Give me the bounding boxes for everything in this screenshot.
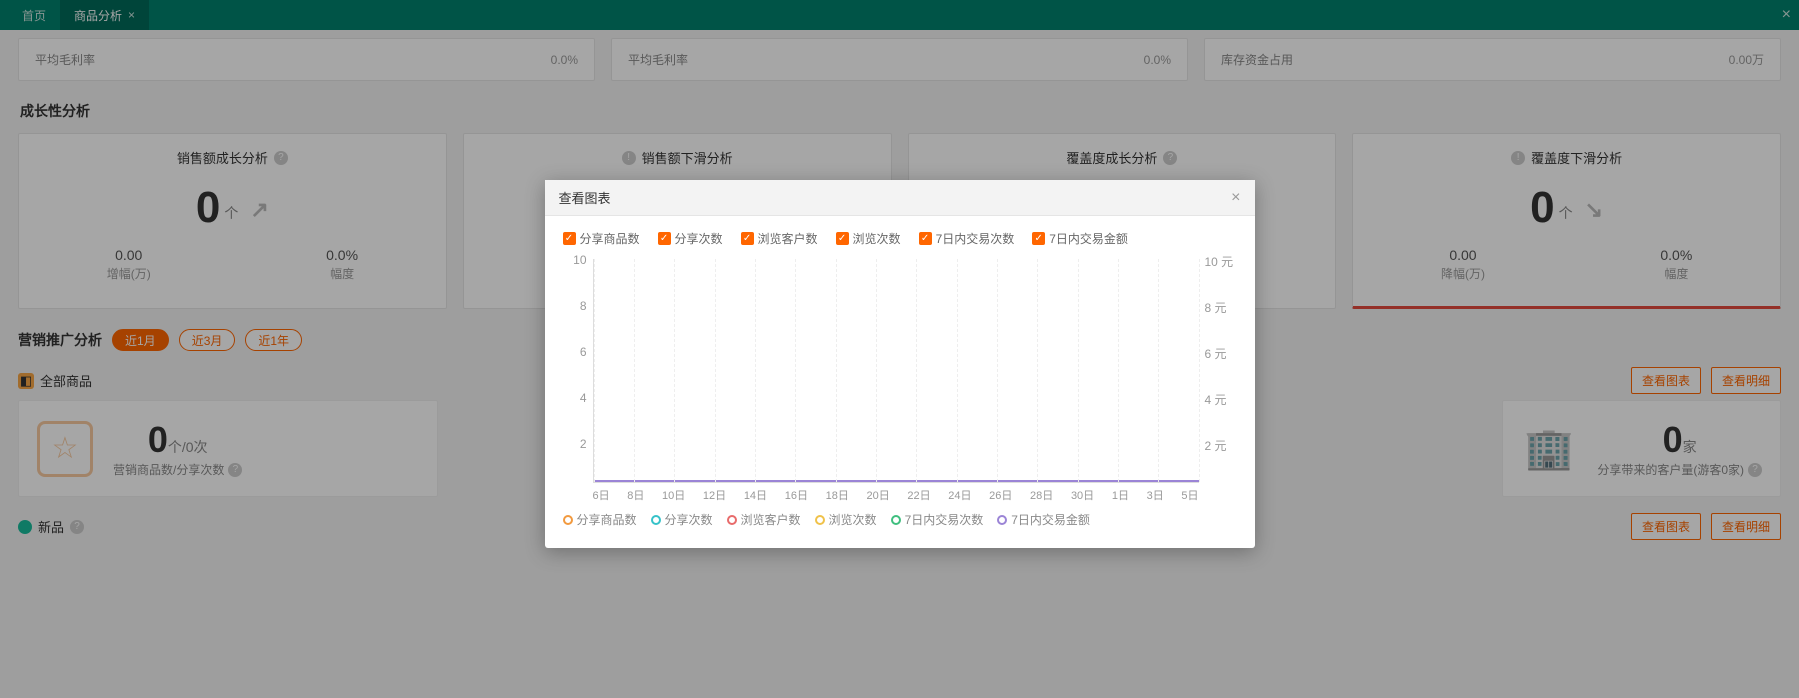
y-axis-left: 10 8 6 4 2 [563, 253, 587, 483]
y-tick: 4 [563, 391, 587, 405]
x-axis: 6日 8日 10日 12日 14日 16日 18日 20日 22日 24日 26日 28日 30日 1日 3… [593, 487, 1199, 503]
x-tick: 16日 [785, 487, 808, 503]
legend-bottom: 分享商品数分享次数浏览客户数浏览次数 7日内交易次数 7日内交易金额 [563, 511, 1237, 528]
x-tick: 22日 [907, 487, 930, 503]
legend-item[interactable]: 7日内交易金额 [997, 511, 1090, 528]
gridline [795, 259, 796, 482]
gridline [876, 259, 877, 482]
modal-title: 查看图表 [559, 188, 611, 207]
legend-checkbox[interactable]: ✓7日内交易次数 [919, 230, 1015, 247]
legend-checkbox[interactable]: ✓7日内交易金额 [1032, 230, 1128, 247]
legend-checkbox[interactable]: ✓分享次数 [658, 230, 723, 247]
y-tick: 8 [563, 299, 587, 313]
gridline [997, 259, 998, 482]
y-tick: 10 [563, 253, 587, 267]
chart-modal: 查看图表 × ✓分享商品数 ✓分享次数 ✓浏览客户数 ✓浏览次数 ✓7日内交易次数 ✓7日… [545, 180, 1255, 548]
x-tick: 12日 [703, 487, 726, 503]
gridline [674, 259, 675, 482]
legend-checkbox[interactable]: ✓分享商品数 [563, 230, 640, 247]
legend-item[interactable]: 分享次数 [651, 511, 713, 528]
x-tick: 24日 [948, 487, 971, 503]
x-tick: 10日 [662, 487, 685, 503]
y-tick: 4 元 [1205, 391, 1237, 408]
gridline [634, 259, 635, 482]
legend-item[interactable]: 7日内交易次数 [891, 511, 984, 528]
gridline [715, 259, 716, 482]
series-baseline [594, 480, 1199, 482]
x-tick: 6日 [593, 487, 610, 503]
x-tick: 5日 [1181, 487, 1198, 503]
x-tick: 8日 [627, 487, 644, 503]
gridline [836, 259, 837, 482]
y-tick: 2 [563, 437, 587, 451]
y-tick: 10 元 [1205, 253, 1237, 270]
legend-item[interactable]: 分享商品数 [563, 511, 637, 528]
gridline [1158, 259, 1159, 482]
x-tick: 1日 [1112, 487, 1129, 503]
y-tick: 6 [563, 345, 587, 359]
x-tick: 14日 [744, 487, 767, 503]
gridline [1118, 259, 1119, 482]
y-tick: 2 元 [1205, 437, 1237, 454]
x-tick: 3日 [1147, 487, 1164, 503]
legend-checkbox[interactable]: ✓浏览次数 [836, 230, 901, 247]
legend-item[interactable]: 浏览次数 [815, 511, 877, 528]
y-tick: 6 元 [1205, 345, 1237, 362]
gridline [594, 259, 595, 482]
plot-area [593, 259, 1199, 483]
gridline [916, 259, 917, 482]
x-tick: 28日 [1030, 487, 1053, 503]
x-tick: 18日 [826, 487, 849, 503]
legend-checkbox[interactable]: ✓浏览客户数 [741, 230, 818, 247]
legend-item[interactable]: 浏览客户数 [727, 511, 801, 528]
y-axis-right: 10 元 8 元 6 元 4 元 2 元 [1205, 253, 1237, 483]
gridline [1199, 259, 1200, 482]
modal-close-icon[interactable]: × [1231, 189, 1240, 207]
gridline [1078, 259, 1079, 482]
chart-area: 10 8 6 4 2 10 元 8 元 6 元 4 元 2 元 6日 8日 10日 12日 14日 16日… [563, 253, 1237, 503]
legend-top: ✓分享商品数 ✓分享次数 ✓浏览客户数 ✓浏览次数 ✓7日内交易次数 ✓7日内交易金额 [563, 230, 1237, 247]
gridline [1037, 259, 1038, 482]
x-tick: 20日 [866, 487, 889, 503]
x-tick: 26日 [989, 487, 1012, 503]
gridline [957, 259, 958, 482]
x-tick: 30日 [1071, 487, 1094, 503]
y-tick: 8 元 [1205, 299, 1237, 316]
gridline [755, 259, 756, 482]
